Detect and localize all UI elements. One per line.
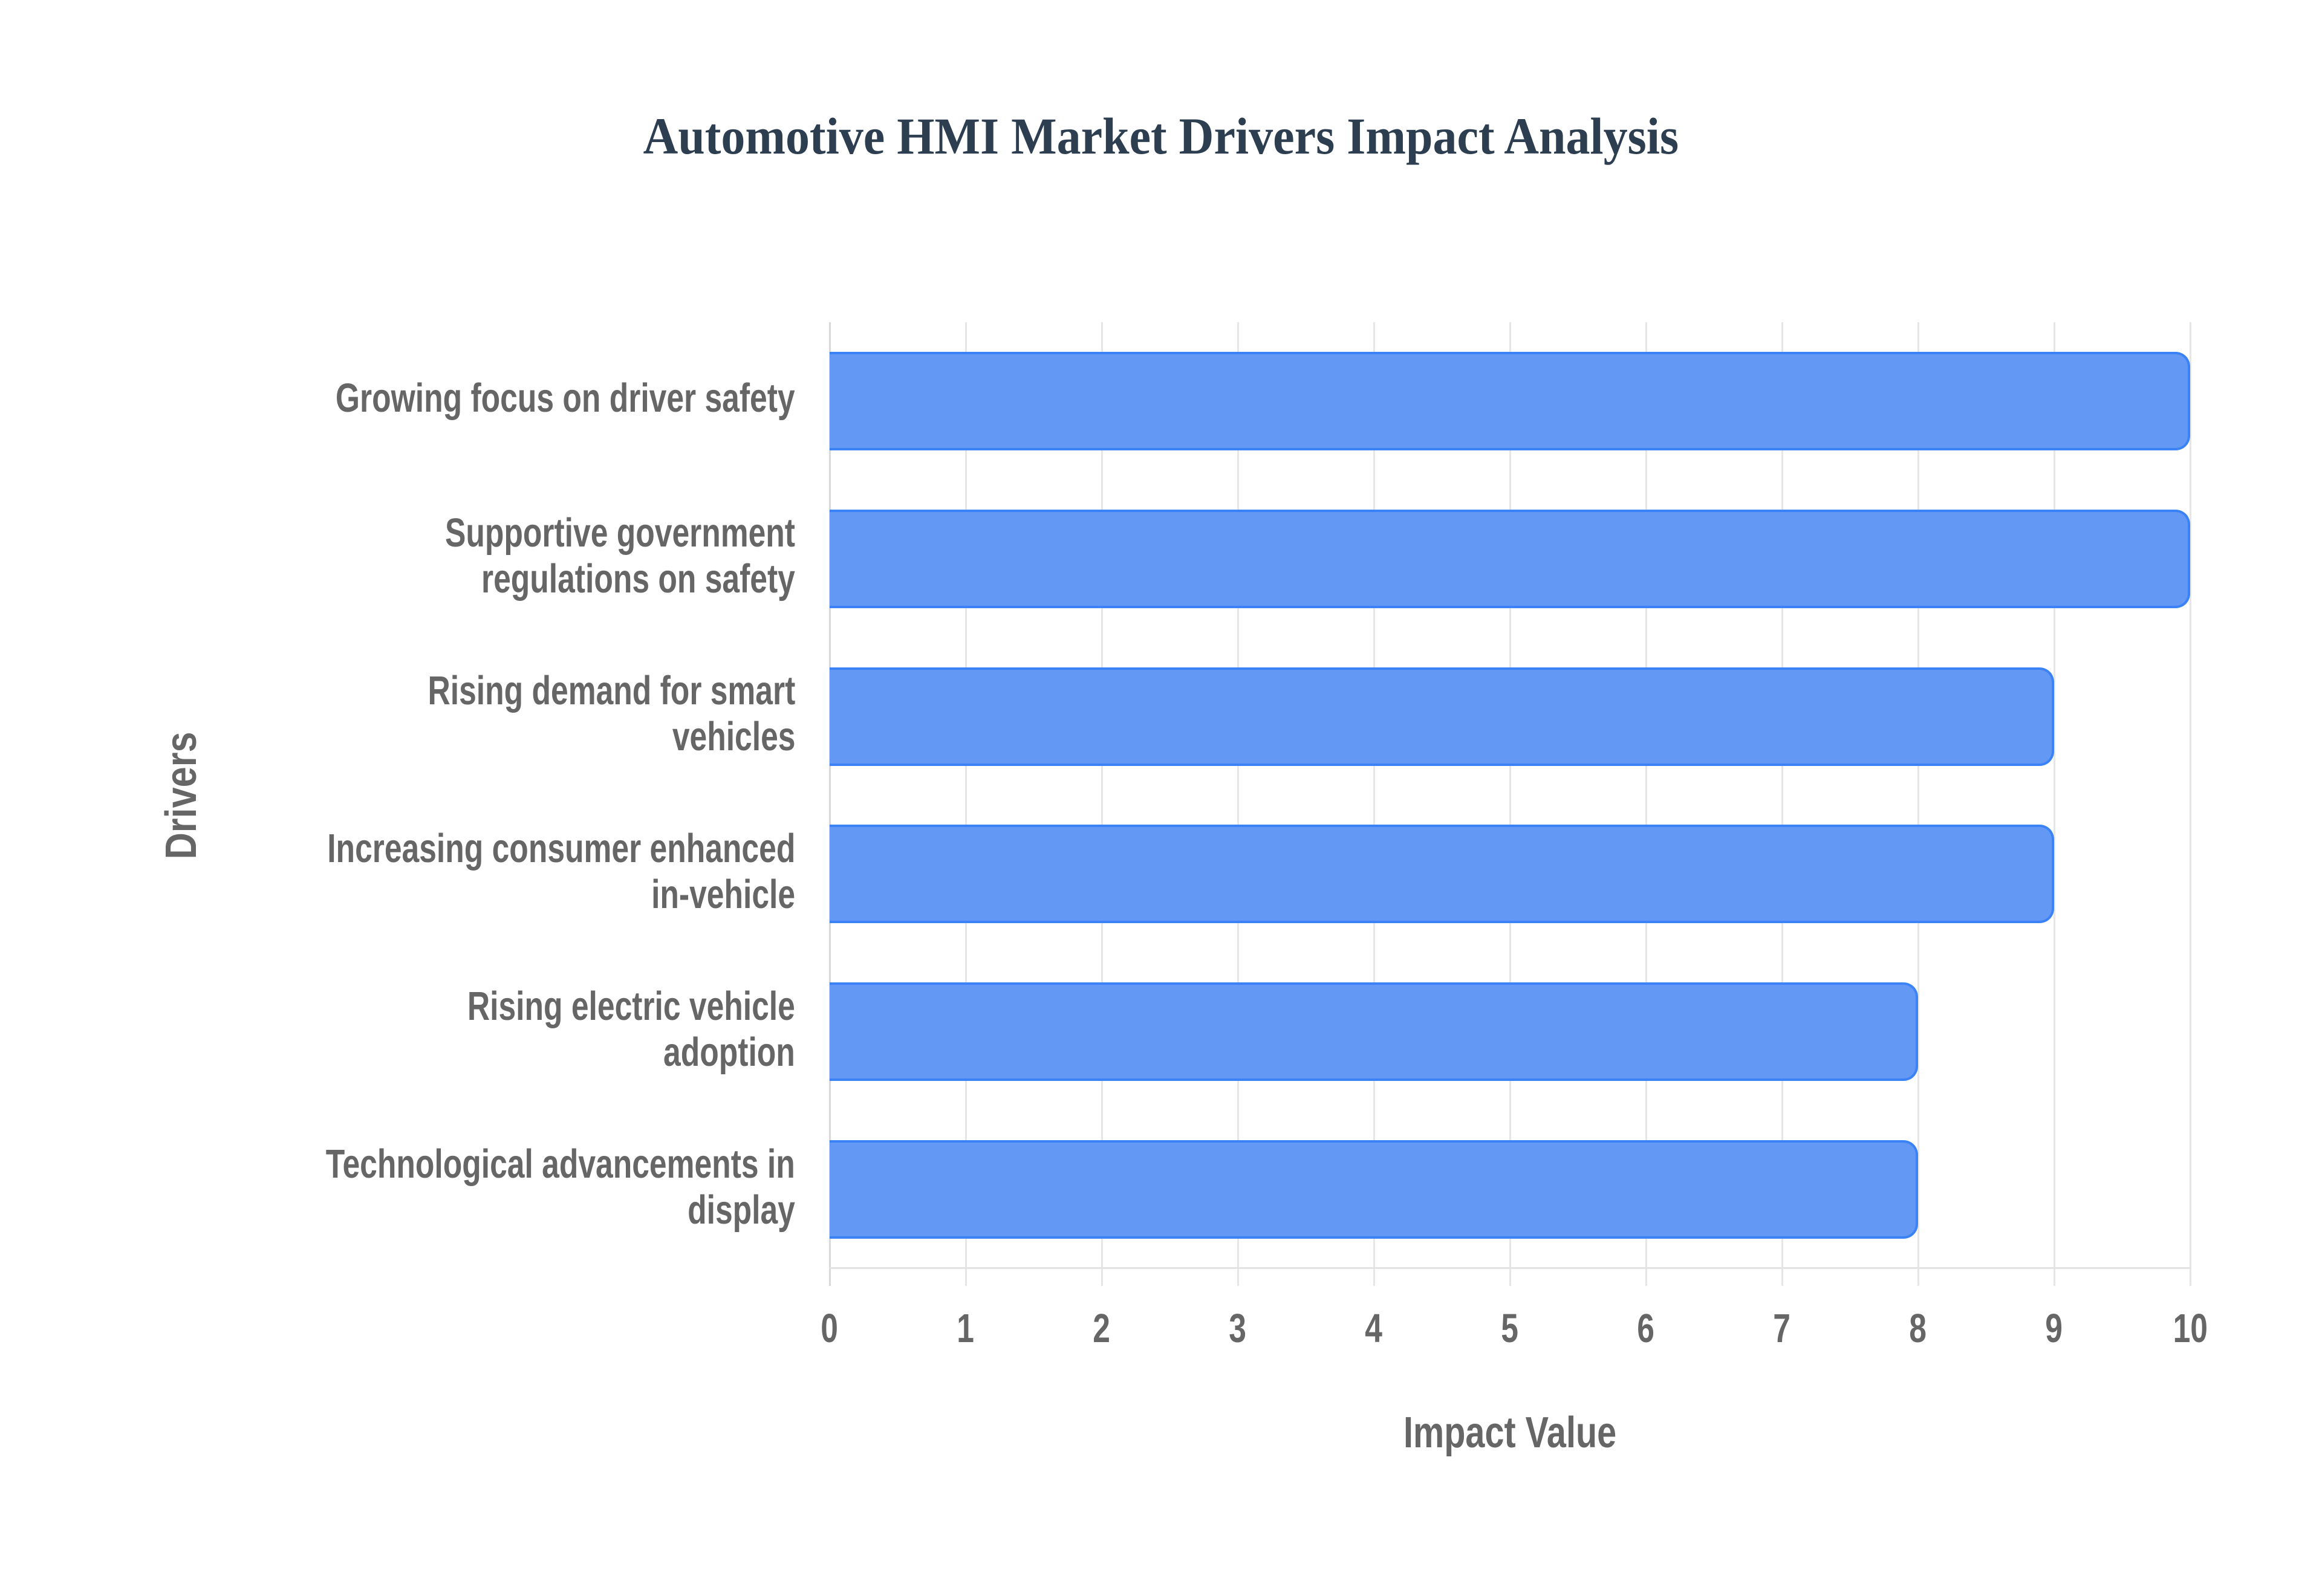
y-axis-category-label: Rising electric vehicle adoption <box>467 983 795 1075</box>
bar[interactable] <box>830 982 1918 1082</box>
gridline <box>829 322 831 1286</box>
x-axis-tick-label: 6 <box>1637 1306 1655 1351</box>
chart-title: Automotive HMI Market Drivers Impact Ana… <box>643 107 1679 165</box>
gridline <box>1917 322 1919 1286</box>
gridline <box>1373 322 1375 1286</box>
y-axis-category-label: Increasing consumer enhanced in-vehicle <box>327 825 795 917</box>
x-axis-tick-label: 7 <box>1773 1306 1791 1351</box>
y-axis-category-label: Growing focus on driver safety <box>336 375 795 421</box>
gridline <box>1781 322 1783 1286</box>
x-axis-tick-label: 5 <box>1501 1306 1519 1351</box>
gridline <box>2190 322 2191 1286</box>
x-axis-tick-label: 3 <box>1229 1306 1247 1351</box>
x-axis-tick-label: 8 <box>1909 1306 1927 1351</box>
gridline <box>1509 322 1511 1286</box>
y-axis-category-label: Rising demand for smart vehicles <box>428 668 795 760</box>
gridline <box>2054 322 2055 1286</box>
y-axis-category-label: Supportive government regulations on safe… <box>444 510 795 602</box>
gridline <box>965 322 967 1286</box>
x-axis-tick-label: 1 <box>957 1306 975 1351</box>
x-axis-title: Impact Value <box>1403 1409 1617 1457</box>
gridline <box>1645 322 1647 1286</box>
x-axis-tick-label: 10 <box>2173 1306 2208 1351</box>
x-axis-tick-label: 2 <box>1093 1306 1111 1351</box>
bar[interactable] <box>830 825 2054 924</box>
x-axis-tick-label: 9 <box>2045 1306 2063 1351</box>
x-axis-tick-label: 0 <box>821 1306 839 1351</box>
y-axis-category-label: Technological advancements in display <box>326 1141 795 1233</box>
plot-area <box>829 322 2191 1286</box>
bar[interactable] <box>830 351 2190 450</box>
x-axis-line <box>830 1267 2191 1269</box>
bar[interactable] <box>830 509 2190 608</box>
gridline <box>1101 322 1103 1286</box>
bar[interactable] <box>830 667 2054 766</box>
x-axis-tick-label: 4 <box>1365 1306 1383 1351</box>
bar[interactable] <box>830 1140 1918 1239</box>
gridline <box>1237 322 1239 1286</box>
